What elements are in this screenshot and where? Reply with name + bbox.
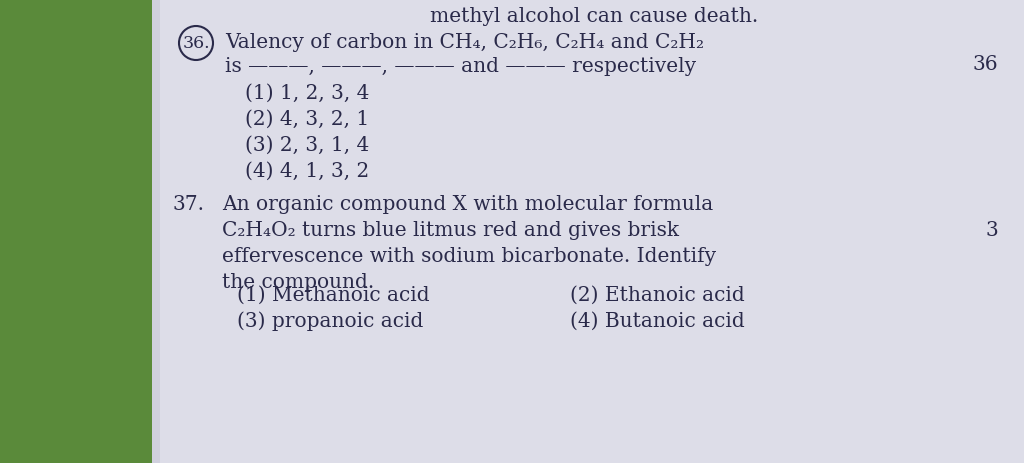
- Text: Valency of carbon in CH₄, C₂H₆, C₂H₄ and C₂H₂: Valency of carbon in CH₄, C₂H₆, C₂H₄ and…: [225, 33, 705, 52]
- Text: (3) 2, 3, 1, 4: (3) 2, 3, 1, 4: [245, 136, 370, 155]
- Text: 37.: 37.: [173, 195, 205, 214]
- Text: (4) 4, 1, 3, 2: (4) 4, 1, 3, 2: [245, 162, 370, 181]
- Text: (4) Butanoic acid: (4) Butanoic acid: [570, 312, 744, 331]
- Text: (3) propanoic acid: (3) propanoic acid: [237, 311, 423, 331]
- Text: methyl alcohol can cause death.: methyl alcohol can cause death.: [430, 7, 758, 26]
- Text: effervescence with sodium bicarbonate. Identify: effervescence with sodium bicarbonate. I…: [222, 248, 716, 267]
- Text: (2) Ethanoic acid: (2) Ethanoic acid: [570, 286, 744, 305]
- Text: is ———, ———, ——— and ——— respectively: is ———, ———, ——— and ——— respectively: [225, 57, 696, 76]
- Text: (1) 1, 2, 3, 4: (1) 1, 2, 3, 4: [245, 83, 370, 102]
- Text: (2) 4, 3, 2, 1: (2) 4, 3, 2, 1: [245, 110, 370, 129]
- Text: C₂H₄O₂ turns blue litmus red and gives brisk: C₂H₄O₂ turns blue litmus red and gives b…: [222, 221, 679, 240]
- FancyBboxPatch shape: [152, 0, 160, 463]
- Text: (1) Methanoic acid: (1) Methanoic acid: [237, 286, 430, 305]
- Text: 3: 3: [985, 221, 998, 240]
- Text: the compound.: the compound.: [222, 274, 374, 293]
- FancyBboxPatch shape: [152, 0, 1024, 463]
- Text: 36: 36: [973, 56, 998, 75]
- Text: An organic compound X with molecular formula: An organic compound X with molecular for…: [222, 195, 714, 214]
- Text: 36.: 36.: [182, 35, 210, 51]
- Circle shape: [179, 26, 213, 60]
